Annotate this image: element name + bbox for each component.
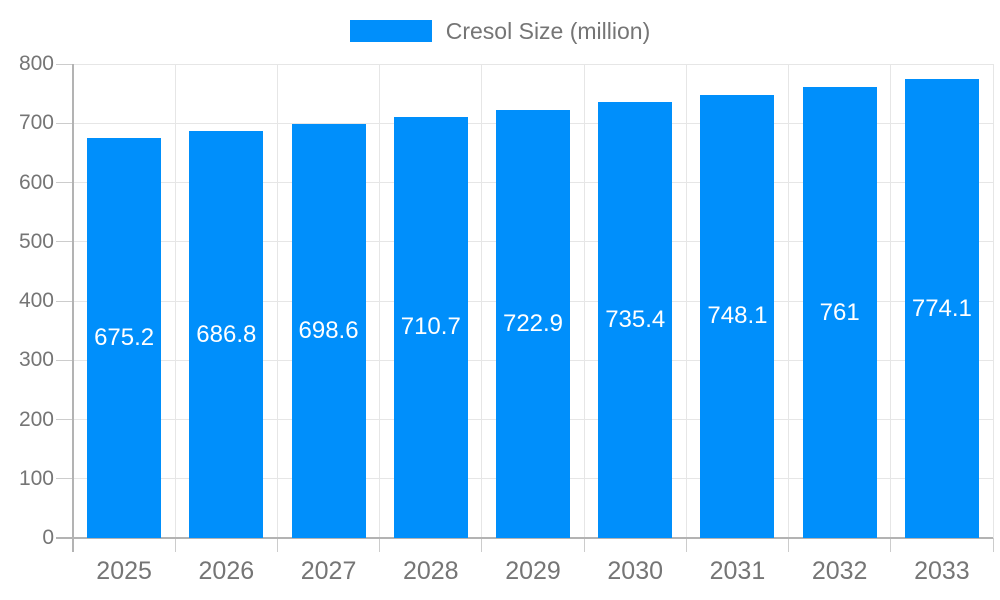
x-axis-line (56, 537, 993, 539)
y-axis-tick (56, 182, 73, 183)
y-axis-tick (56, 241, 73, 243)
y-axis-label: 600 (18, 170, 54, 194)
x-axis-tick (276, 538, 278, 552)
bar[interactable] (802, 87, 877, 538)
x-axis-label: 2026 (198, 557, 255, 585)
bar[interactable] (904, 79, 979, 538)
y-axis-tick (56, 300, 73, 302)
bar-value-label: 675.2 (94, 323, 155, 351)
bar-value-label: 748.1 (707, 302, 768, 330)
bar-value-label: 735.4 (605, 306, 666, 334)
bar-value-label: 761 (819, 298, 860, 326)
bar-value-label: 774.1 (911, 294, 972, 322)
x-axis-label: 2031 (709, 557, 766, 585)
y-axis-tick (56, 359, 73, 361)
x-axis-label: 2028 (402, 557, 459, 585)
bar[interactable] (598, 102, 673, 538)
v-gridline (788, 64, 790, 538)
x-axis-tick (788, 538, 790, 552)
x-axis-label: 2033 (914, 557, 970, 585)
y-axis-label: 300 (18, 348, 54, 372)
bar[interactable] (189, 131, 264, 538)
v-gridline (379, 64, 381, 538)
x-axis-label: 2030 (607, 557, 664, 585)
y-axis-tick (56, 419, 73, 420)
x-axis-label: 2027 (300, 557, 357, 585)
x-axis-tick (685, 538, 687, 552)
y-axis-label: 400 (18, 289, 54, 312)
x-axis-tick (379, 538, 381, 552)
legend-swatch (349, 20, 432, 42)
y-axis-label: 0 (42, 526, 54, 549)
x-axis-tick (890, 538, 892, 552)
y-axis-label: 200 (18, 407, 54, 431)
x-axis-label: 2029 (505, 557, 561, 585)
bar-value-label: 710.7 (400, 313, 461, 341)
bar-value-label: 698.6 (298, 317, 359, 345)
bar-value-label: 686.8 (196, 320, 257, 348)
v-gridline (174, 64, 176, 538)
v-gridline (685, 64, 687, 538)
x-axis-label: 2025 (96, 557, 152, 585)
bar[interactable] (700, 94, 775, 538)
bar[interactable] (496, 109, 570, 538)
bar-value-label: 722.9 (502, 309, 564, 337)
x-axis-tick (481, 538, 483, 552)
x-axis-label: 2032 (811, 557, 868, 585)
h-gridline (73, 63, 993, 65)
y-axis-label: 500 (18, 229, 54, 253)
v-gridline (481, 64, 483, 538)
x-axis-tick (992, 538, 994, 552)
x-axis-tick (174, 538, 176, 552)
legend[interactable]: Cresol Size (million) (0, 18, 1000, 44)
y-axis-tick (56, 478, 73, 480)
v-gridline (992, 64, 994, 538)
y-axis-label: 800 (18, 52, 54, 75)
v-gridline (276, 64, 278, 538)
y-axis-label: 700 (18, 111, 54, 135)
bar[interactable] (87, 137, 162, 538)
v-gridline (890, 64, 892, 538)
v-gridline (583, 64, 585, 538)
y-axis-label: 100 (18, 466, 54, 490)
legend-label: Cresol Size (million) (445, 18, 651, 44)
bar[interactable] (393, 116, 468, 538)
x-axis-tick (583, 538, 585, 552)
y-axis-tick (56, 63, 73, 65)
bar[interactable] (291, 124, 366, 538)
y-axis-tick (56, 122, 73, 124)
y-axis-line (72, 64, 74, 552)
